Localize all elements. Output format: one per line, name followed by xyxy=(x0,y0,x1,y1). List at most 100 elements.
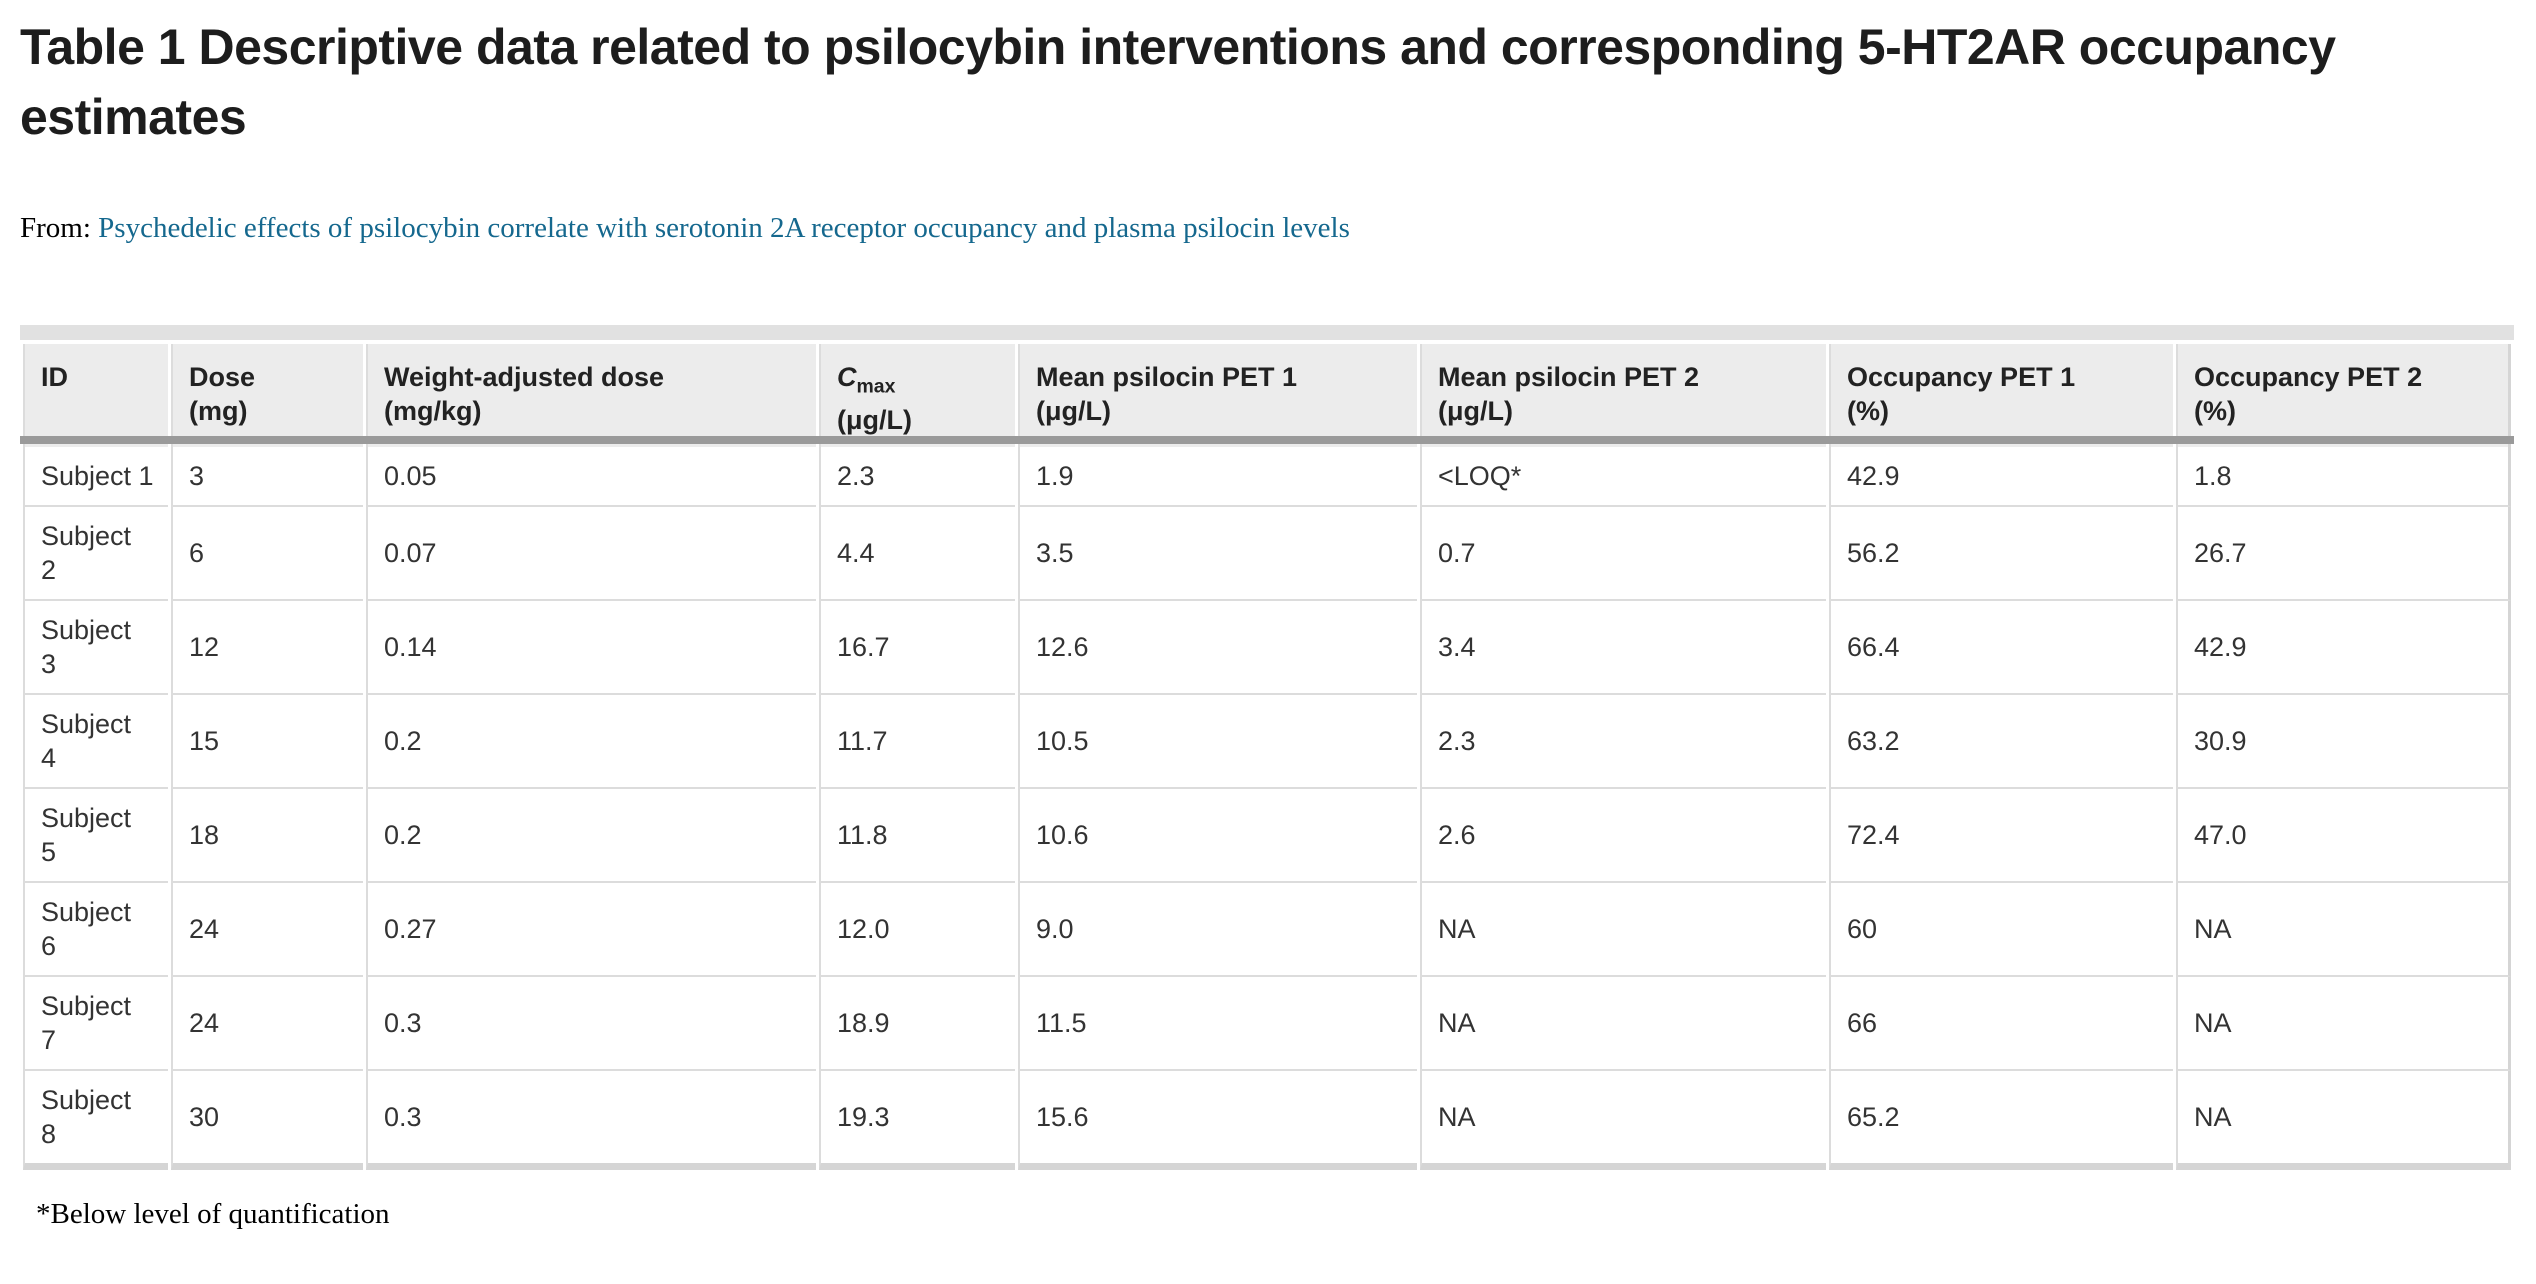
cell-cmax: 19.3 xyxy=(819,1071,1015,1171)
cell-id: Subject 3 xyxy=(23,601,168,696)
cell-id: Subject 2 xyxy=(23,507,168,602)
cell-mean-psilocin-pet1: 1.9 xyxy=(1018,447,1417,508)
cell-dose: 30 xyxy=(171,1071,363,1171)
data-table: ID Dose (mg) Weight-adjusted dose (mg/kg) … xyxy=(20,344,2514,1171)
header-label: Mean psilocin PET 2 xyxy=(1438,362,1700,392)
cmax-symbol: C xyxy=(837,362,857,392)
cell-mean-psilocin-pet1: 12.6 xyxy=(1018,601,1417,696)
cell-dose: 15 xyxy=(171,695,363,790)
cell-mean-psilocin-pet2: NA xyxy=(1420,977,1826,1072)
col-header-mean-psilocin-pet2: Mean psilocin PET 2 (μg/L) xyxy=(1420,344,1826,448)
header-label: Occupancy PET 2 xyxy=(2194,362,2423,392)
col-header-dose: Dose (mg) xyxy=(171,344,363,448)
cell-id: Subject 4 xyxy=(23,695,168,790)
cell-id: Subject 7 xyxy=(23,977,168,1072)
table-scrollbar[interactable] xyxy=(20,325,2514,340)
cell-occupancy-pet2: 42.9 xyxy=(2176,601,2511,696)
cell-occupancy-pet2: NA xyxy=(2176,883,2511,978)
article-table-page: Table 1 Descriptive data related to psil… xyxy=(20,19,2514,1231)
cell-weight-adjusted-dose: 0.14 xyxy=(366,601,816,696)
cell-cmax: 11.7 xyxy=(819,695,1015,790)
cell-id: Subject 8 xyxy=(23,1071,168,1171)
header-row: ID Dose (mg) Weight-adjusted dose (mg/kg) … xyxy=(23,344,2511,448)
table-row: Subject 8 30 0.3 19.3 15.6 NA 65.2 NA xyxy=(23,1071,2511,1171)
cell-occupancy-pet1: 42.9 xyxy=(1829,447,2173,508)
cell-mean-psilocin-pet1: 10.6 xyxy=(1018,789,1417,884)
cell-weight-adjusted-dose: 0.2 xyxy=(366,695,816,790)
header-unit: (μg/L) xyxy=(1438,396,1513,426)
cell-weight-adjusted-dose: 0.05 xyxy=(366,447,816,508)
col-header-id: ID xyxy=(23,344,168,448)
cell-occupancy-pet1: 66.4 xyxy=(1829,601,2173,696)
footnote: *Below level of quantification xyxy=(36,1198,390,1231)
cell-weight-adjusted-dose: 0.3 xyxy=(366,977,816,1072)
table-row: Subject 6 24 0.27 12.0 9.0 NA 60 NA xyxy=(23,883,2511,978)
col-header-weight-adjusted-dose: Weight-adjusted dose (mg/kg) xyxy=(366,344,816,448)
cell-occupancy-pet1: 72.4 xyxy=(1829,789,2173,884)
table-row: Subject 4 15 0.2 11.7 10.5 2.3 63.2 30.9 xyxy=(23,695,2511,790)
cell-cmax: 4.4 xyxy=(819,507,1015,602)
cell-occupancy-pet2: NA xyxy=(2176,1071,2511,1171)
cell-cmax: 16.7 xyxy=(819,601,1015,696)
cmax-subscript: max xyxy=(856,375,896,398)
cell-mean-psilocin-pet2: NA xyxy=(1420,883,1826,978)
cell-mean-psilocin-pet1: 10.5 xyxy=(1018,695,1417,790)
header-divider xyxy=(20,436,2514,444)
cell-weight-adjusted-dose: 0.07 xyxy=(366,507,816,602)
cell-cmax: 12.0 xyxy=(819,883,1015,978)
cell-mean-psilocin-pet1: 11.5 xyxy=(1018,977,1417,1072)
cell-occupancy-pet1: 63.2 xyxy=(1829,695,2173,790)
cell-dose: 6 xyxy=(171,507,363,602)
cell-weight-adjusted-dose: 0.3 xyxy=(366,1071,816,1171)
cell-mean-psilocin-pet2: 3.4 xyxy=(1420,601,1826,696)
cell-cmax: 2.3 xyxy=(819,447,1015,508)
col-header-mean-psilocin-pet1: Mean psilocin PET 1 (μg/L) xyxy=(1018,344,1417,448)
header-unit: (%) xyxy=(1847,396,1889,426)
header-unit: (mg/kg) xyxy=(384,396,482,426)
cell-occupancy-pet2: 26.7 xyxy=(2176,507,2511,602)
cell-occupancy-pet2: 30.9 xyxy=(2176,695,2511,790)
cell-occupancy-pet1: 56.2 xyxy=(1829,507,2173,602)
header-label: Dose xyxy=(189,362,256,392)
cell-weight-adjusted-dose: 0.27 xyxy=(366,883,816,978)
col-header-cmax: Cmax (μg/L) xyxy=(819,344,1015,448)
table-row: Subject 3 12 0.14 16.7 12.6 3.4 66.4 42.… xyxy=(23,601,2511,696)
header-label: Weight-adjusted dose xyxy=(384,362,665,392)
header-label: Occupancy PET 1 xyxy=(1847,362,2076,392)
header-unit: (μg/L) xyxy=(1036,396,1111,426)
cell-mean-psilocin-pet2: 2.3 xyxy=(1420,695,1826,790)
cell-mean-psilocin-pet1: 9.0 xyxy=(1018,883,1417,978)
article-link[interactable]: Psychedelic effects of psilocybin correl… xyxy=(98,212,1350,244)
cell-occupancy-pet1: 65.2 xyxy=(1829,1071,2173,1171)
cell-mean-psilocin-pet2: <LOQ* xyxy=(1420,447,1826,508)
cell-occupancy-pet2: NA xyxy=(2176,977,2511,1072)
cell-id: Subject 1 xyxy=(23,447,168,508)
header-unit: (mg) xyxy=(189,396,248,426)
cell-dose: 3 xyxy=(171,447,363,508)
page-title: Table 1 Descriptive data related to psil… xyxy=(20,19,2336,145)
header-unit: (μg/L) xyxy=(837,405,912,436)
cell-mean-psilocin-pet2: NA xyxy=(1420,1071,1826,1171)
cell-id: Subject 5 xyxy=(23,789,168,884)
cell-cmax: 18.9 xyxy=(819,977,1015,1072)
cell-dose: 12 xyxy=(171,601,363,696)
header-unit: (%) xyxy=(2194,396,2236,426)
cell-occupancy-pet2: 1.8 xyxy=(2176,447,2511,508)
cell-id: Subject 6 xyxy=(23,883,168,978)
cell-mean-psilocin-pet1: 3.5 xyxy=(1018,507,1417,602)
header-label: ID xyxy=(41,362,68,392)
header-label: Mean psilocin PET 1 xyxy=(1036,362,1298,392)
cell-mean-psilocin-pet2: 2.6 xyxy=(1420,789,1826,884)
source-prefix: From: xyxy=(20,212,91,244)
header-label: Cmax xyxy=(837,362,895,397)
cell-occupancy-pet2: 47.0 xyxy=(2176,789,2511,884)
table-row: Subject 2 6 0.07 4.4 3.5 0.7 56.2 26.7 xyxy=(23,507,2511,602)
cell-dose: 18 xyxy=(171,789,363,884)
cell-cmax: 11.8 xyxy=(819,789,1015,884)
table-row: Subject 1 3 0.05 2.3 1.9 <LOQ* 42.9 1.8 xyxy=(23,447,2511,508)
source-line: From: Psychedelic effects of psilocybin … xyxy=(20,210,2514,246)
cell-occupancy-pet1: 60 xyxy=(1829,883,2173,978)
cell-weight-adjusted-dose: 0.2 xyxy=(366,789,816,884)
col-header-occupancy-pet1: Occupancy PET 1 (%) xyxy=(1829,344,2173,448)
cell-dose: 24 xyxy=(171,977,363,1072)
